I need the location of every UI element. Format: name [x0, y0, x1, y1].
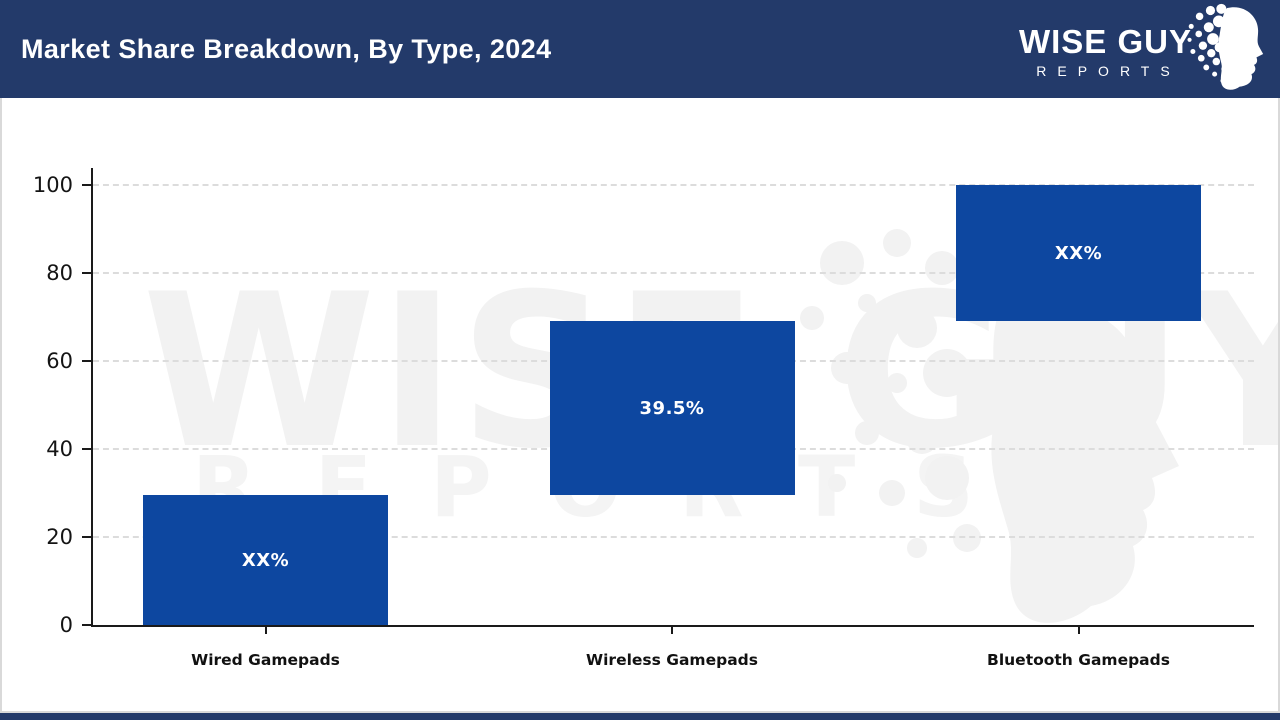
logo-name: WISE GUY — [1018, 23, 1192, 61]
brand-logo: WISE GUY REPORTS — [1019, 3, 1266, 95]
y-tick-mark — [82, 272, 91, 274]
y-tick-label: 60 — [46, 349, 73, 373]
plot-area: 0 20 40 60 80 100 XX% Wired Gamepads 39.5% Wirele… — [33, 168, 1254, 669]
gridline — [93, 536, 1254, 538]
x-category-label: Wireless Gamepads — [586, 651, 758, 669]
y-tick-mark — [82, 624, 91, 626]
gridline — [93, 272, 1254, 274]
dotted-face-icon — [1187, 3, 1264, 90]
y-tick-mark — [82, 448, 91, 450]
bar-bluetooth-gamepads: XX% — [956, 185, 1201, 322]
y-tick-mark — [82, 184, 91, 186]
page-title: Market Share Breakdown, By Type, 2024 — [21, 33, 552, 64]
y-axis-line — [91, 168, 93, 625]
bar-wired-gamepads: XX% — [143, 495, 388, 625]
x-tick-mark — [264, 625, 267, 634]
y-tick-mark — [82, 536, 91, 538]
y-tick-label: 100 — [32, 173, 73, 197]
y-tick-mark — [82, 360, 91, 362]
y-tick-label: 40 — [46, 437, 73, 461]
y-tick-label: 80 — [46, 261, 73, 285]
logo-subtitle: REPORTS — [1036, 62, 1181, 79]
x-tick-mark — [671, 625, 673, 634]
logo-text: WISE GUY REPORTS — [1019, 25, 1192, 79]
bar-wireless-gamepads: 39.5% — [549, 321, 795, 496]
bar-value-label: 39.5% — [639, 397, 705, 419]
header: Market Share Breakdown, By Type, 2024 WI… — [0, 0, 1280, 98]
y-tick-label: 20 — [46, 525, 73, 549]
x-category-label: Wired Gamepads — [191, 651, 340, 669]
y-tick-label: 0 — [59, 613, 73, 637]
watermark-dotted-face-icon — [747, 229, 1179, 623]
bar-value-label: XX% — [1054, 242, 1103, 264]
x-category-label: Bluetooth Gamepads — [987, 651, 1170, 669]
bar-value-label: XX% — [241, 549, 290, 571]
gridline — [93, 184, 1254, 186]
footer-bar — [0, 713, 1280, 720]
x-tick-mark — [1077, 625, 1080, 634]
